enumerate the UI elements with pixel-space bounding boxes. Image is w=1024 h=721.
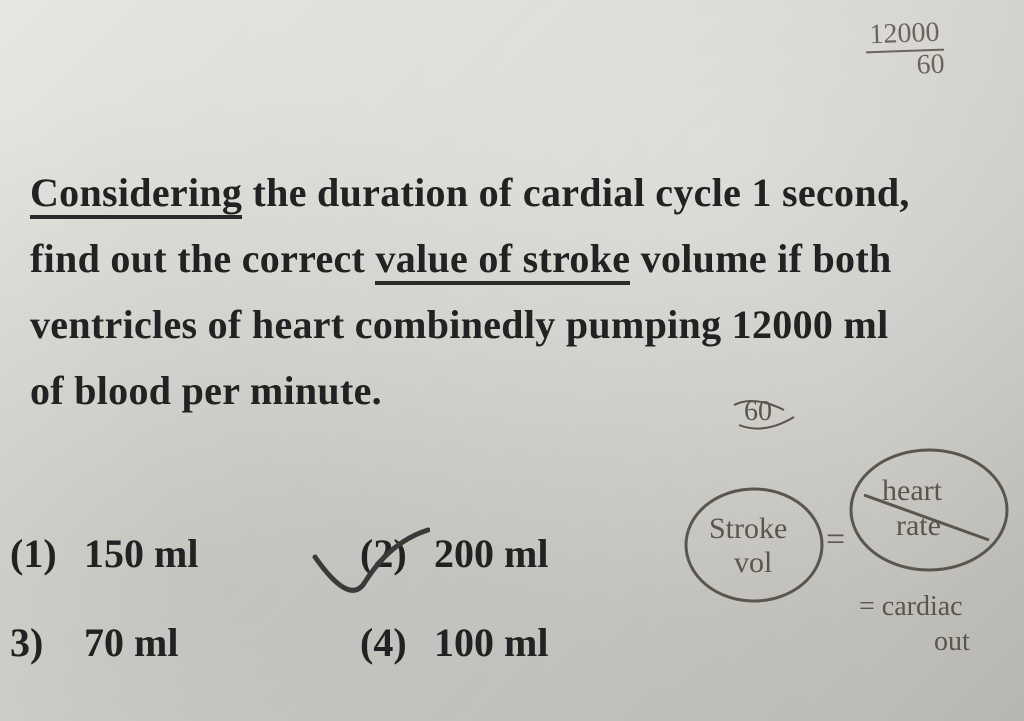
question-line2-pre: find out the correct xyxy=(30,236,375,281)
option-2-num: (2) xyxy=(360,530,420,577)
option-3-num: 3) xyxy=(10,619,70,666)
question-line2-underlined: value of stroke xyxy=(375,236,630,285)
option-1-num: (1) xyxy=(10,530,70,577)
options-block: (1) 150 ml (2) 200 ml 3) 70 ml (4) 100 m… xyxy=(10,530,984,708)
option-1[interactable]: (1) 150 ml xyxy=(10,530,360,577)
option-2[interactable]: (2) 200 ml xyxy=(360,530,680,577)
question-line4: of blood per minute. xyxy=(30,368,382,413)
option-4-label: 100 ml xyxy=(434,619,548,666)
options-row-1: (1) 150 ml (2) 200 ml xyxy=(10,530,984,577)
option-3[interactable]: 3) 70 ml xyxy=(10,619,360,666)
question-line3: ventricles of heart combinedly pumping 1… xyxy=(30,302,889,347)
option-4-num: (4) xyxy=(360,619,420,666)
fraction-denominator: 60 xyxy=(916,49,945,81)
option-3-label: 70 ml xyxy=(84,619,178,666)
handwriting-top-fraction: 12000 60 xyxy=(865,19,945,82)
options-row-2: 3) 70 ml (4) 100 ml xyxy=(10,619,984,666)
question-line2-rest: volume if both xyxy=(630,236,891,281)
question-text: Considering the duration of cardial cycl… xyxy=(30,160,954,424)
option-4[interactable]: (4) 100 ml xyxy=(360,619,680,666)
option-1-label: 150 ml xyxy=(84,530,198,577)
question-word-considering: Considering xyxy=(30,170,242,219)
question-line1-rest: the duration of cardial cycle 1 second, xyxy=(242,170,910,215)
option-2-label: 200 ml xyxy=(434,530,548,577)
